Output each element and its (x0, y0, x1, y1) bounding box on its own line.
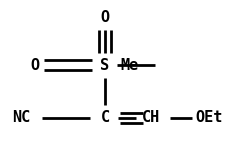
Text: Me: Me (120, 57, 138, 73)
Text: CH: CH (142, 111, 160, 125)
Text: OEt: OEt (195, 111, 222, 125)
Text: S: S (100, 57, 110, 73)
Text: NC: NC (12, 111, 30, 125)
Text: C: C (100, 111, 110, 125)
Text: O: O (100, 11, 110, 25)
Text: O: O (30, 57, 39, 73)
